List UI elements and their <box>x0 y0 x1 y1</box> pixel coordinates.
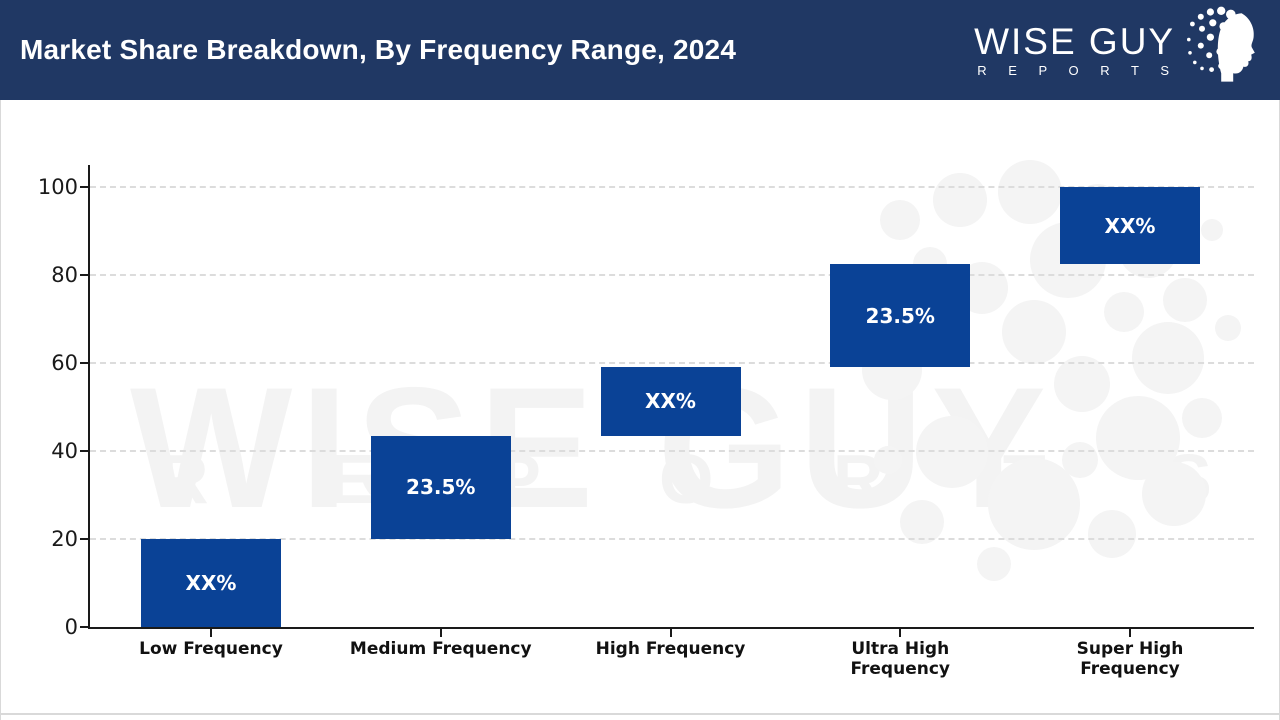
x-tick-label: Low Frequency <box>139 639 283 659</box>
bar-value-label: 23.5% <box>406 475 476 500</box>
x-tick-label: Ultra High Frequency <box>850 639 950 679</box>
y-tick-label: 40 <box>51 439 78 463</box>
face-profile-logo-icon <box>1184 6 1256 95</box>
logo-text: WISE GUY R E P O R T S <box>971 23 1178 77</box>
y-tick-label: 80 <box>51 263 78 287</box>
bar-super-high-frequency: XX% <box>1060 187 1200 264</box>
y-tick-mark <box>80 450 88 452</box>
x-tick-mark <box>899 629 902 637</box>
y-tick-mark <box>80 186 88 188</box>
gridline-80 <box>90 274 1254 276</box>
y-tick-mark <box>80 274 88 276</box>
logo-name: WISE GUY <box>974 21 1176 62</box>
bottom-border <box>0 713 1280 715</box>
gridline-20 <box>90 538 1254 540</box>
x-tick-label: Medium Frequency <box>349 639 532 659</box>
x-tick-label: High Frequency <box>595 639 746 659</box>
gridline-100 <box>90 186 1254 188</box>
bar-high-frequency: XX% <box>600 367 741 436</box>
logo-subtitle: R E P O R T S <box>977 63 1178 78</box>
left-border <box>0 100 1 720</box>
y-tick-label: 100 <box>37 175 78 199</box>
bar-ultra-high-frequency: 23.5% <box>830 264 971 368</box>
bar-low-frequency: XX% <box>141 539 281 627</box>
y-tick-label: 60 <box>51 351 78 375</box>
x-tick-mark <box>439 629 442 637</box>
bar-value-label: XX% <box>1104 213 1156 238</box>
gridline-60 <box>90 362 1254 364</box>
x-tick-label: Super High Frequency <box>1076 639 1184 679</box>
y-tick-label: 0 <box>64 615 78 639</box>
x-tick-mark <box>669 629 672 637</box>
bar-medium-frequency: 23.5% <box>370 435 511 539</box>
gridline-40 <box>90 450 1254 452</box>
bar-value-label: XX% <box>185 571 237 595</box>
bar-value-label: 23.5% <box>865 303 935 328</box>
x-tick-mark <box>210 629 212 637</box>
y-tick-mark <box>80 538 88 540</box>
y-tick-mark <box>80 626 88 628</box>
x-axis-line <box>88 627 1254 629</box>
y-axis-line <box>88 165 90 629</box>
y-tick-mark <box>80 362 88 364</box>
y-tick-label: 20 <box>51 527 78 551</box>
header: Market Share Breakdown, By Frequency Ran… <box>0 0 1280 100</box>
bar-value-label: XX% <box>645 389 696 414</box>
x-tick-mark <box>1129 629 1131 637</box>
page-title: Market Share Breakdown, By Frequency Ran… <box>20 34 737 65</box>
wise-guy-logo: WISE GUY R E P O R T S <box>971 6 1256 95</box>
